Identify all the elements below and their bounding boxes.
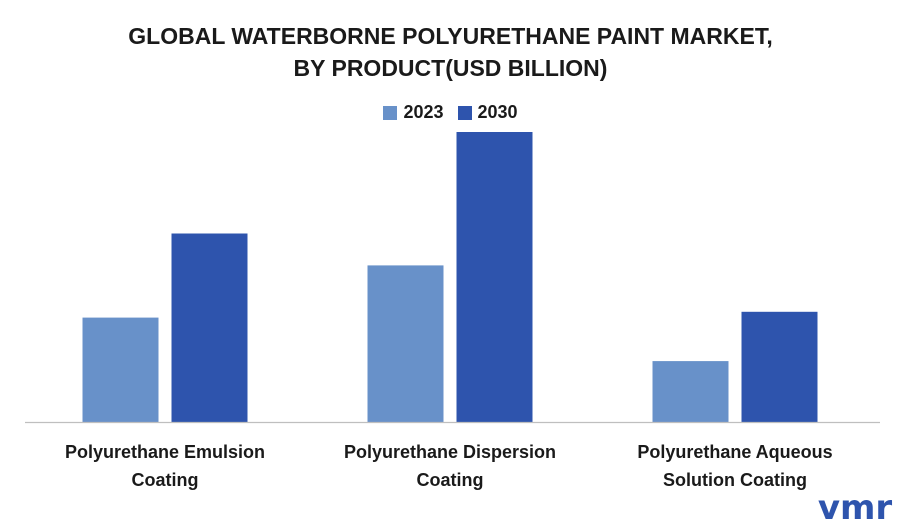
category-label-1-line-0: Polyurethane Dispersion (344, 442, 556, 462)
legend-swatch-2030 (457, 105, 472, 120)
chart-title-line-1: GLOBAL WATERBORNE POLYURETHANE PAINT MAR… (128, 23, 773, 49)
bar-2030-cat-2 (741, 311, 818, 422)
legend-item-2023: 2023 (383, 102, 444, 123)
logo-text: vmr (818, 488, 893, 528)
category-label-0: Polyurethane Emulsion Coating (65, 442, 265, 490)
legend-item-2030: 2030 (457, 102, 518, 123)
category-label-0-line-1: Coating (132, 470, 199, 490)
category-label-1-line-1: Coating (417, 470, 484, 490)
bar-2030-cat-1 (456, 132, 533, 422)
chart-title-line-2: BY PRODUCT(USD BILLION) (293, 55, 608, 81)
category-label-2: Polyurethane Aqueous Solution Coating (637, 442, 832, 490)
legend: 2023 2030 (0, 102, 901, 123)
category-label-1: Polyurethane Dispersion Coating (344, 442, 556, 490)
chart-title: GLOBAL WATERBORNE POLYURETHANE PAINT MAR… (0, 20, 901, 84)
bar-2023-cat-1 (367, 265, 444, 422)
category-label-2-line-0: Polyurethane Aqueous (637, 442, 832, 462)
legend-label-2023: 2023 (403, 102, 444, 122)
vmr-logo: vmr (818, 488, 893, 528)
bars-group (82, 132, 818, 422)
bar-2023-cat-2 (652, 361, 729, 422)
category-label-0-line-0: Polyurethane Emulsion (65, 442, 265, 462)
category-labels-group: Polyurethane Emulsion CoatingPolyurethane… (65, 442, 833, 490)
category-label-2-line-1: Solution Coating (663, 470, 807, 490)
legend-swatch-2023 (383, 105, 398, 120)
bar-2030-cat-0 (171, 233, 248, 422)
bar-2023-cat-0 (82, 317, 159, 422)
legend-label-2030: 2030 (477, 102, 518, 122)
